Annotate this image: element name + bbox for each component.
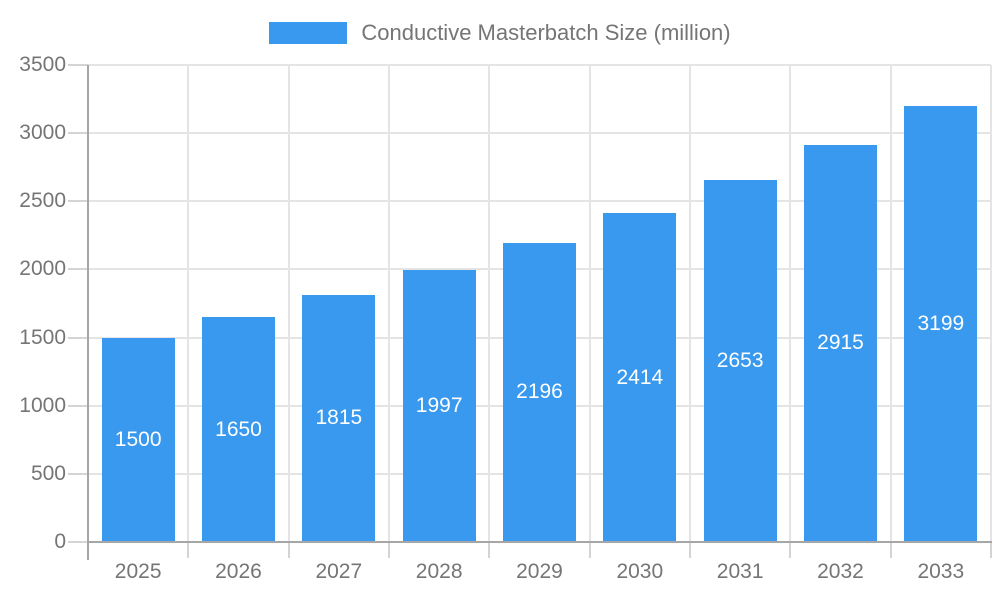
v-gridline <box>689 65 691 542</box>
x-axis-tick-label: 2031 <box>716 560 764 583</box>
y-tick-mark <box>68 132 88 135</box>
y-tick-mark <box>68 541 88 543</box>
y-tick-mark <box>68 336 88 339</box>
v-gridline <box>287 65 290 542</box>
x-axis-tick-label: 2027 <box>315 560 363 583</box>
x-axis-tick-label: 2029 <box>516 560 563 583</box>
x-tick-mark <box>588 542 591 558</box>
x-axis-tick-label: 2030 <box>616 560 664 583</box>
legend-label: Conductive Masterbatch Size (million) <box>361 20 731 45</box>
x-tick-mark <box>488 542 491 558</box>
bar-value-label: 1500 <box>114 427 162 451</box>
v-gridline <box>187 65 190 542</box>
x-axis-tick-label: 2026 <box>215 560 262 583</box>
x-tick-mark <box>187 542 190 558</box>
bar-value-label: 2653 <box>716 349 764 373</box>
bar-value-label: 1815 <box>315 406 363 430</box>
v-gridline <box>588 65 591 542</box>
v-gridline <box>388 65 390 542</box>
bar-value-label: 3199 <box>917 312 965 335</box>
bar-2030[interactable] <box>603 213 677 542</box>
h-gridline <box>88 200 991 203</box>
bar-2028[interactable] <box>402 269 476 542</box>
bar-2027[interactable] <box>302 294 376 542</box>
y-axis-line <box>87 65 89 560</box>
x-axis-line <box>87 541 992 543</box>
legend-item[interactable]: Conductive Masterbatch Size (million) <box>0 16 1000 50</box>
h-gridline <box>88 132 991 135</box>
bar-2026[interactable] <box>202 317 275 542</box>
y-tick-mark <box>68 404 88 407</box>
y-axis-tick-label: 2000 <box>19 257 66 281</box>
x-axis-tick-label: 2025 <box>114 560 162 583</box>
x-tick-mark <box>689 542 691 558</box>
bar-2032[interactable] <box>804 144 877 542</box>
h-gridline <box>88 64 991 66</box>
bar-2025[interactable] <box>101 337 175 542</box>
x-tick-mark <box>990 542 992 558</box>
y-tick-mark <box>68 64 88 66</box>
v-gridline <box>488 65 491 542</box>
v-gridline <box>789 65 792 542</box>
bar-value-label: 2196 <box>516 380 563 404</box>
x-tick-mark <box>287 542 290 558</box>
y-axis-tick-label: 3000 <box>19 121 66 145</box>
bar-value-label: 2414 <box>616 365 664 389</box>
y-tick-mark <box>68 472 88 475</box>
x-tick-mark <box>388 542 390 558</box>
bar-value-label: 1650 <box>215 417 262 441</box>
y-axis-tick-label: 3500 <box>19 53 66 76</box>
bar-value-label: 2915 <box>817 331 864 355</box>
v-gridline <box>889 65 892 542</box>
x-axis-tick-label: 2033 <box>917 560 965 583</box>
y-axis-tick-label: 0 <box>54 530 66 553</box>
bar-2031[interactable] <box>703 180 777 542</box>
legend-swatch-icon <box>269 22 348 44</box>
bar-value-label: 1997 <box>415 393 463 417</box>
x-tick-mark <box>889 542 892 558</box>
y-axis-tick-label: 2500 <box>19 189 66 213</box>
y-axis-tick-label: 1000 <box>19 393 66 417</box>
v-gridline <box>990 65 992 542</box>
y-axis-tick-label: 1500 <box>19 325 66 349</box>
x-axis-tick-label: 2032 <box>817 560 864 583</box>
bar-2029[interactable] <box>503 242 576 542</box>
y-tick-mark <box>68 200 88 203</box>
x-axis-tick-label: 2028 <box>415 560 463 583</box>
y-axis-tick-label: 500 <box>30 461 66 485</box>
y-tick-mark <box>68 268 88 271</box>
x-tick-mark <box>789 542 792 558</box>
bar-2033[interactable] <box>904 106 978 542</box>
